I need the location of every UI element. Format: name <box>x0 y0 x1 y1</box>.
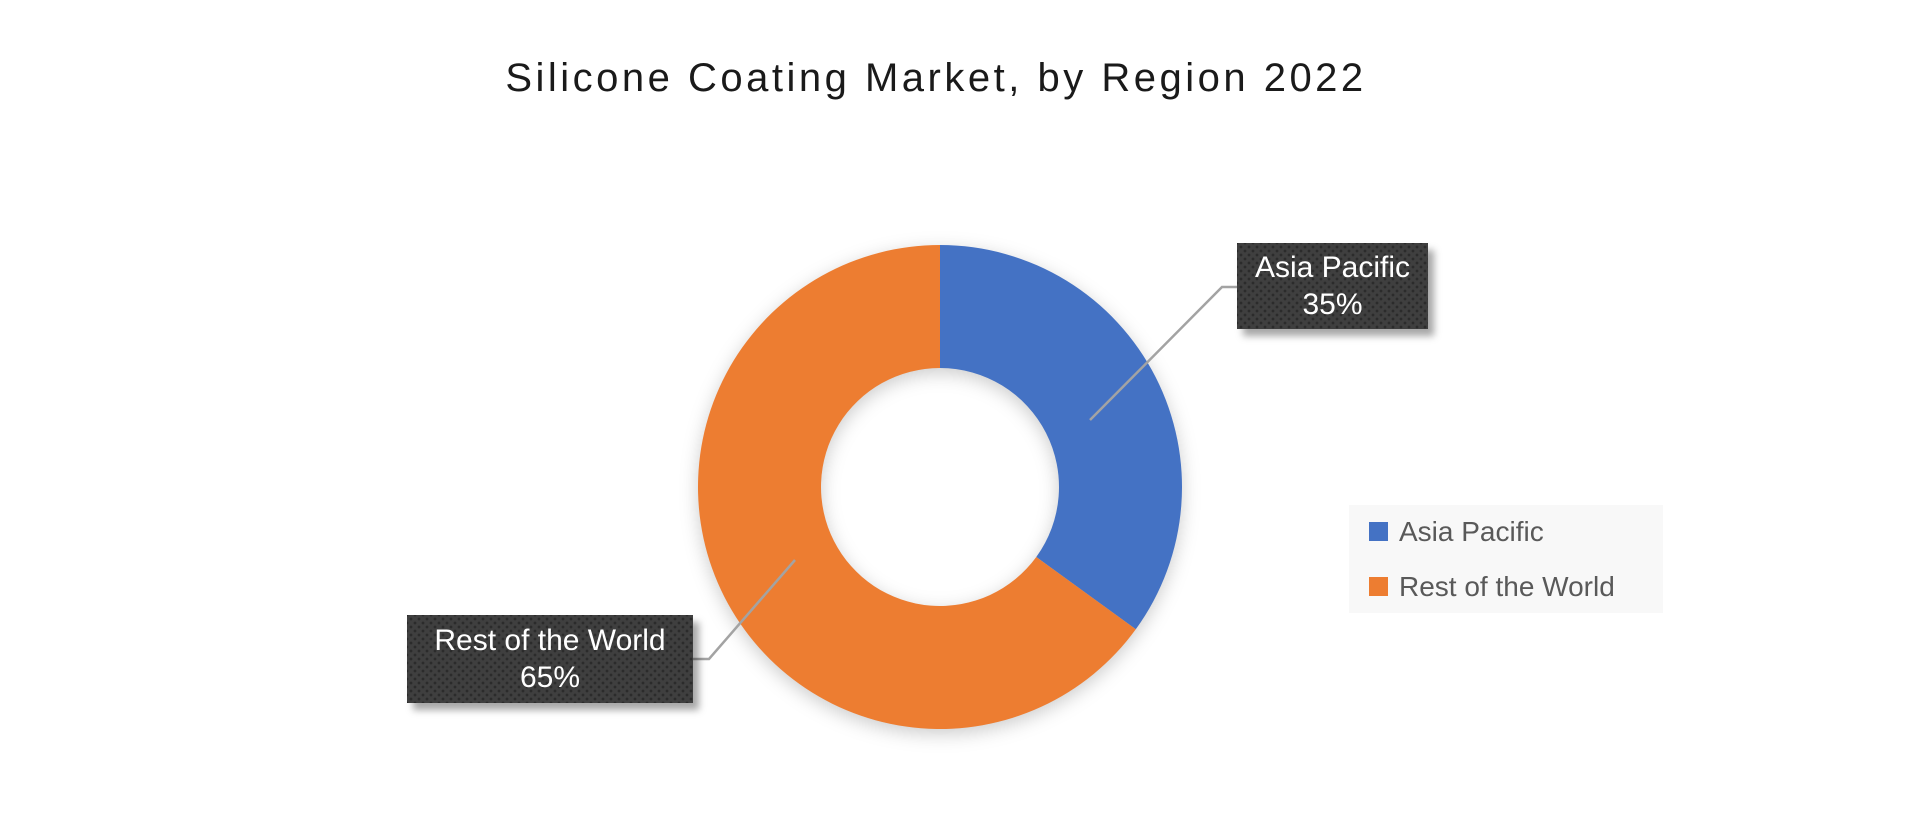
leader-line-rest-of-world <box>693 559 796 661</box>
callout-asia-pacific-label: Asia Pacific <box>1254 251 1411 284</box>
callout-rest-of-world-value: 65% <box>519 661 581 694</box>
pie-slice-rest-of-the-world <box>697 244 1136 729</box>
pie-slice-asia-pacific <box>940 245 1182 630</box>
legend-swatch-rest-of-world <box>1369 577 1388 596</box>
legend-swatch-asia-pacific <box>1369 522 1388 541</box>
legend-item-asia-pacific: Asia Pacific <box>1369 515 1663 549</box>
legend-label-asia-pacific: Asia Pacific <box>1399 515 1544 547</box>
chart-title: Silicone Coating Market, by Region 2022 <box>505 56 1367 100</box>
callout-rest-of-world: Rest of the World 65% <box>407 615 693 703</box>
leader-line-asia-pacific <box>1089 285 1237 421</box>
legend: Asia Pacific Rest of the World <box>1349 505 1663 613</box>
callout-asia-pacific-value: 35% <box>1302 288 1363 321</box>
legend-item-rest-of-world: Rest of the World <box>1369 570 1663 604</box>
callout-asia-pacific: Asia Pacific 35% <box>1237 243 1428 329</box>
callout-rest-of-world-label: Rest of the World <box>434 624 666 657</box>
donut-slices <box>697 244 1182 729</box>
legend-label-rest-of-world: Rest of the World <box>1399 570 1615 602</box>
